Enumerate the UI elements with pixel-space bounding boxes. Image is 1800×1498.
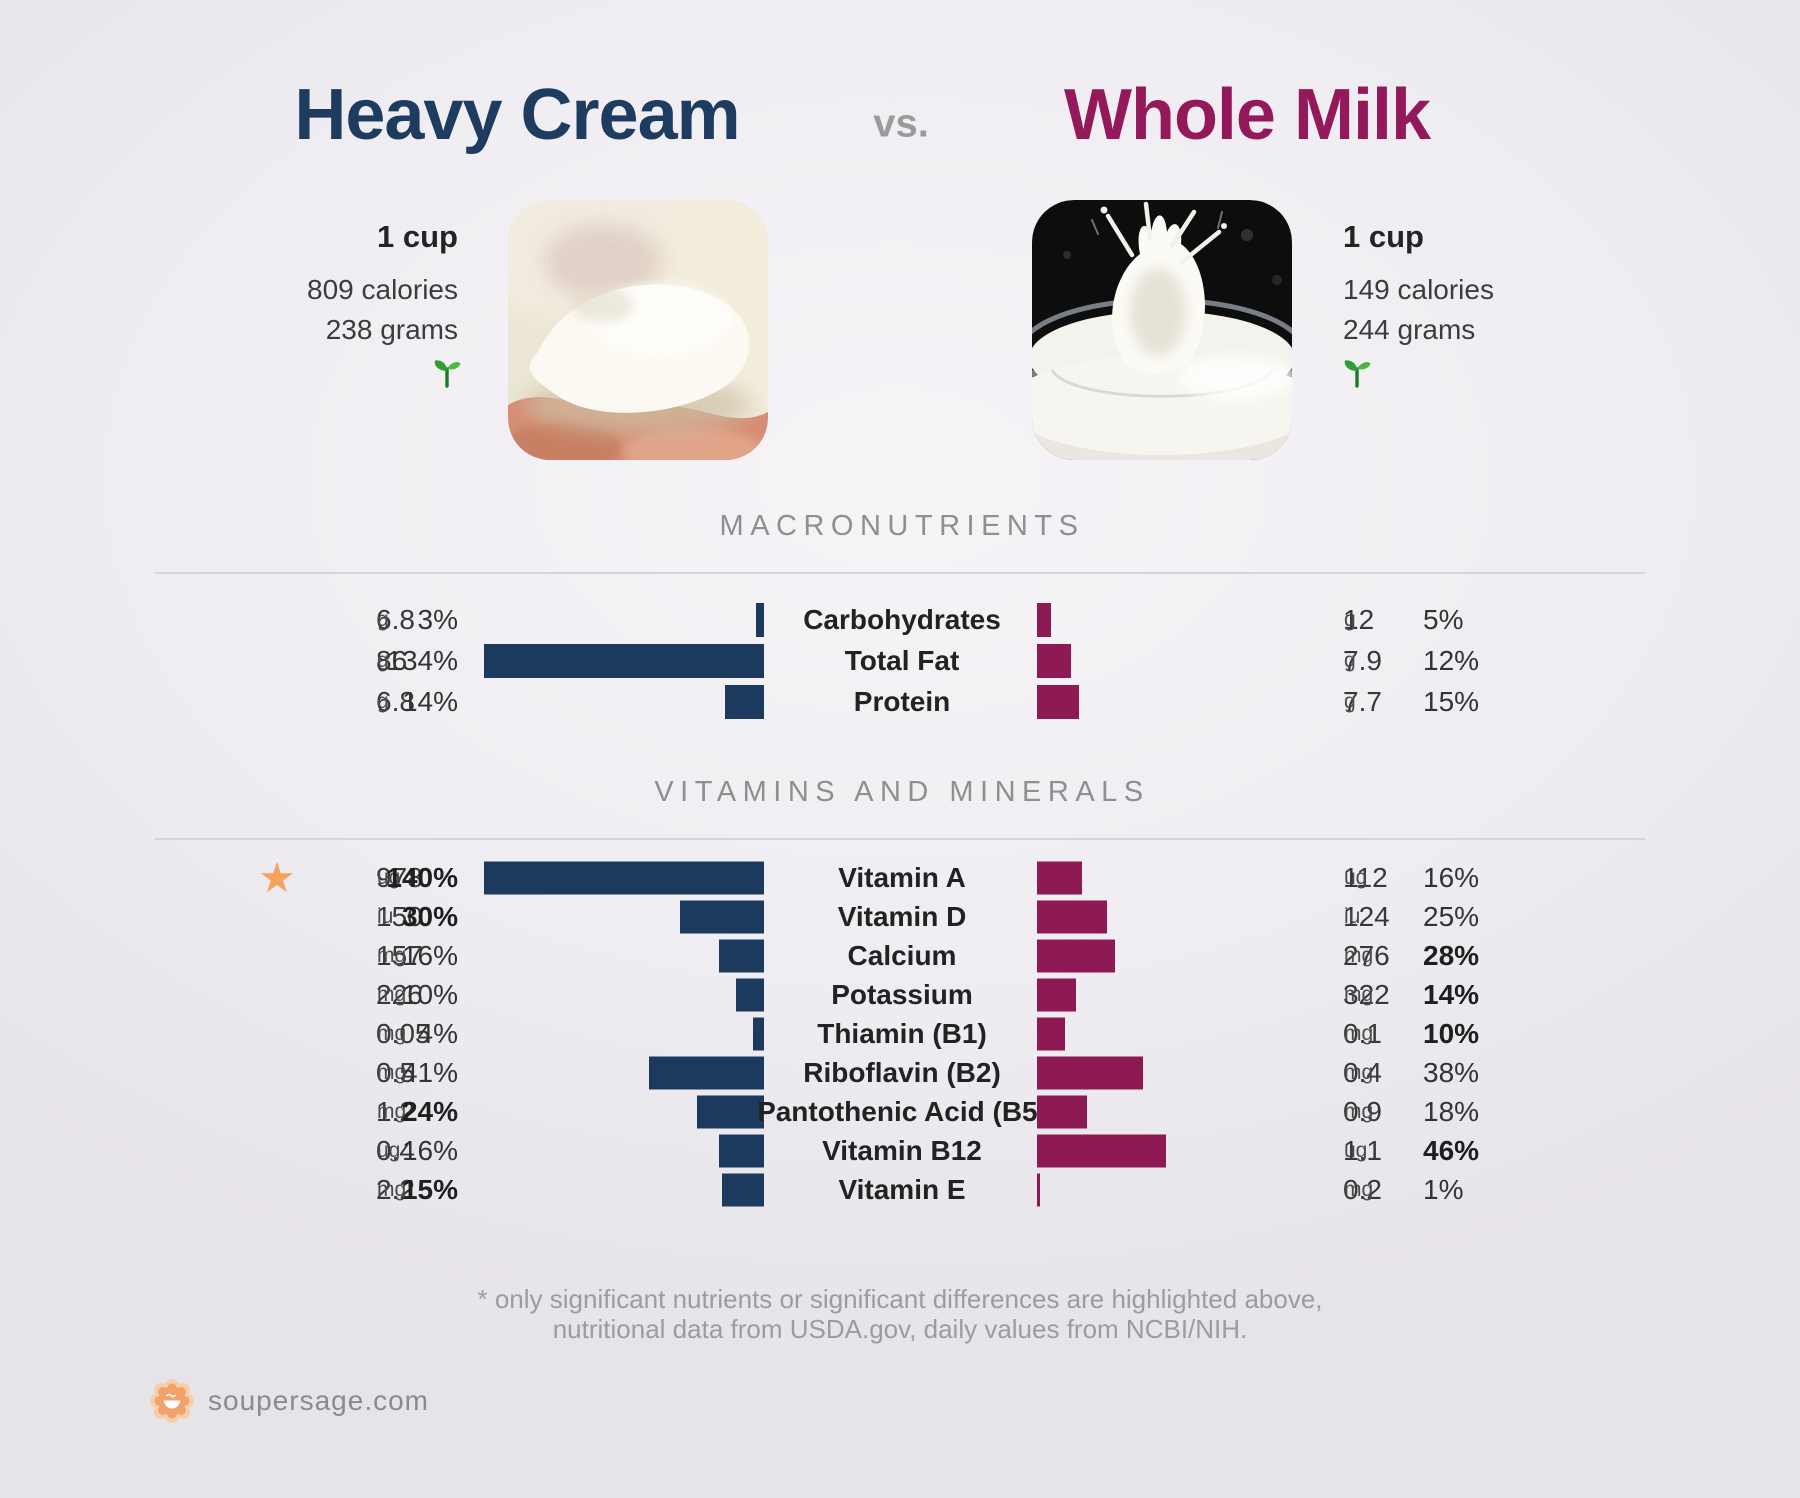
- nutrient-label: Thiamin (B1): [817, 1018, 987, 1049]
- left-serving: 1 cup: [377, 219, 458, 254]
- seedling-icon: [1339, 354, 1375, 390]
- nutrient-label: Vitamin B12: [822, 1135, 982, 1166]
- nutrient-label: Total Fat: [844, 645, 960, 676]
- heavy-cream-photo: [508, 200, 768, 460]
- divider-line: [155, 838, 1645, 840]
- soupersage-logo-icon: [150, 1379, 194, 1423]
- nutrient-row: 0.05 mg 4% Thiamin (B1) 0.1 mg 10%: [0, 1015, 1800, 1054]
- left-bar: [722, 1173, 764, 1207]
- nutrient-label: Vitamin A: [838, 862, 966, 893]
- left-percent: 41%: [401, 1057, 458, 1088]
- seedling-icon: [429, 354, 465, 390]
- left-food-title: Heavy Cream: [294, 75, 740, 155]
- nutrient-label: Vitamin E: [838, 1174, 966, 1205]
- right-serving: 1 cup: [1343, 219, 1424, 254]
- site-name: soupersage.com: [208, 1385, 430, 1416]
- right-bar: [1037, 603, 1051, 637]
- footnote-line-1: * only significant nutrients or signific…: [477, 1284, 1323, 1314]
- nutrient-label: Potassium: [831, 979, 973, 1010]
- right-bar: [1037, 1056, 1144, 1090]
- right-percent: 28%: [1423, 940, 1480, 971]
- left-bar: [696, 1095, 764, 1129]
- nutrient-row: 1.2 mg 24% Pantothenic Acid (B5) 0.9 mg 18…: [0, 1093, 1800, 1132]
- left-percent: 24%: [401, 1096, 458, 1127]
- divider-line: [155, 572, 1645, 574]
- right-bar: [1037, 861, 1082, 895]
- vs-label: vs.: [873, 101, 929, 146]
- right-bar: [1037, 978, 1077, 1012]
- nutrient-label: Carbohydrates: [803, 604, 1001, 635]
- left-percent: 4%: [417, 1018, 458, 1049]
- right-percent: 12%: [1423, 645, 1480, 676]
- right-bar: [1037, 939, 1116, 973]
- right-percent: 10%: [1423, 1018, 1480, 1049]
- left-percent: 16%: [401, 940, 458, 971]
- nutrient-label: Calcium: [847, 940, 957, 971]
- star-icon: ★: [258, 854, 296, 901]
- nutrient-label: Protein: [853, 686, 951, 717]
- nutrient-row: 150 iu 30% Vitamin D 124 iu 25%: [0, 898, 1800, 937]
- left-percent: 10%: [401, 979, 458, 1010]
- right-percent: 1%: [1423, 1174, 1464, 1205]
- left-percent: 15%: [401, 1174, 458, 1205]
- footnote-line-2: nutritional data from USDA.gov, daily va…: [552, 1314, 1248, 1344]
- nutrient-row: 2.2 mg 15% Vitamin E 0.2 mg 1%: [0, 1171, 1800, 1210]
- right-food-title: Whole Milk: [1064, 75, 1431, 155]
- left-bar: [736, 978, 764, 1012]
- left-bar: [649, 1056, 764, 1090]
- right-calories: 149 calories: [1343, 274, 1494, 305]
- section-title-vitamins-minerals: VITAMINS AND MINERALS: [654, 776, 1150, 808]
- nutrient-row: 157 mg 16% Calcium 276 mg 28%: [0, 937, 1800, 976]
- left-grams: 238 grams: [325, 314, 458, 345]
- left-bar: [755, 603, 764, 637]
- nutrient-row: 86 g 134% Total Fat 7.9 g 12%: [0, 641, 1800, 682]
- right-percent: 46%: [1423, 1135, 1480, 1166]
- right-bar: [1037, 1173, 1040, 1207]
- left-bar: [680, 900, 764, 934]
- nutrient-row: 0.4 ug 16% Vitamin B12 1.1 ug 46%: [0, 1132, 1800, 1171]
- whole-milk-photo: [1032, 200, 1292, 460]
- right-percent: 5%: [1423, 604, 1464, 635]
- right-bar: [1037, 1095, 1088, 1129]
- left-bar: [719, 1134, 764, 1168]
- left-calories: 809 calories: [307, 274, 458, 305]
- right-grams: 244 grams: [1343, 314, 1476, 345]
- right-bar: [1037, 1017, 1065, 1051]
- right-bar: [1037, 1134, 1166, 1168]
- left-percent: 140%: [386, 862, 458, 893]
- left-bar: [724, 685, 764, 719]
- right-bar: [1037, 644, 1071, 678]
- nutrient-row: 6.8 g 14% Protein 7.7 g 15%: [0, 682, 1800, 723]
- right-bar: [1037, 900, 1107, 934]
- left-bar: [719, 939, 764, 973]
- right-percent: 16%: [1423, 862, 1480, 893]
- nutrient-row: 0.5 mg 41% Riboflavin (B2) 0.4 mg 38%: [0, 1054, 1800, 1093]
- nutrient-row: ★ 978 ug 140% Vitamin A 112 ug 16%: [0, 854, 1800, 901]
- left-bar: [484, 644, 764, 678]
- section-title-macronutrients: MACRONUTRIENTS: [719, 510, 1085, 542]
- nutrient-label: Pantothenic Acid (B5): [757, 1096, 1047, 1127]
- left-bar: [484, 861, 764, 895]
- nutrient-label: Riboflavin (B2): [803, 1057, 1001, 1088]
- nutrient-row: 226 mg 10% Potassium 322 mg 14%: [0, 976, 1800, 1015]
- left-percent: 16%: [401, 1135, 458, 1166]
- right-percent: 18%: [1423, 1096, 1480, 1127]
- left-bar: [752, 1017, 764, 1051]
- right-bar: [1037, 685, 1079, 719]
- right-percent: 15%: [1423, 686, 1480, 717]
- nutrient-row: 6.8 g 3% Carbohydrates 12 g 5%: [0, 600, 1800, 641]
- right-percent: 25%: [1423, 901, 1480, 932]
- left-percent: 30%: [401, 901, 458, 932]
- right-percent: 38%: [1423, 1057, 1480, 1088]
- left-percent: 134%: [386, 645, 458, 676]
- left-percent: 3%: [417, 604, 458, 635]
- nutrient-label: Vitamin D: [837, 901, 967, 932]
- left-percent: 14%: [401, 686, 458, 717]
- right-percent: 14%: [1423, 979, 1480, 1010]
